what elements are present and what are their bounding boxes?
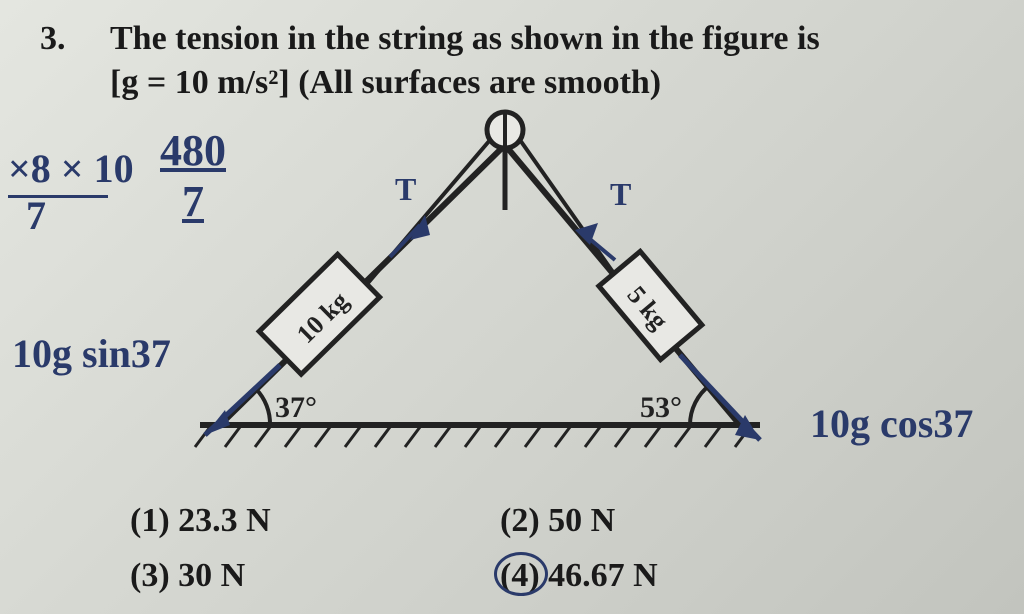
- block-left: 10 kg: [259, 254, 380, 374]
- hw1-numer: ×8 × 10: [8, 146, 134, 191]
- tension-right: T: [575, 176, 631, 260]
- question-number: 3.: [40, 18, 66, 61]
- handwriting-force-right: 10g cos37: [810, 400, 973, 447]
- option-2: (2) 50 N: [500, 500, 615, 543]
- physics-diagram: 37° 53° 10 kg 5 kg T T: [170, 95, 790, 475]
- svg-text:T: T: [395, 171, 416, 207]
- angle-left-label: 37°: [275, 391, 317, 424]
- circled-answer-4: [494, 552, 548, 596]
- question-line-1: The tension in the string as shown in th…: [110, 18, 820, 61]
- hw1-denom: 7: [8, 193, 46, 238]
- handwriting-fraction-left: ×8 × 10 7: [8, 145, 134, 239]
- page-background: 3. The tension in the string as shown in…: [0, 0, 1024, 614]
- tension-left: T: [390, 171, 430, 257]
- angle-right-label: 53°: [640, 391, 682, 424]
- block-right: 5 kg: [599, 251, 702, 359]
- option-1: (1) 23.3 N: [130, 500, 271, 543]
- option-3: (3) 30 N: [130, 555, 245, 598]
- handwriting-fraction-bar-left: [8, 195, 108, 198]
- handwriting-force-left: 10g sin37: [12, 330, 171, 377]
- svg-text:T: T: [610, 176, 631, 212]
